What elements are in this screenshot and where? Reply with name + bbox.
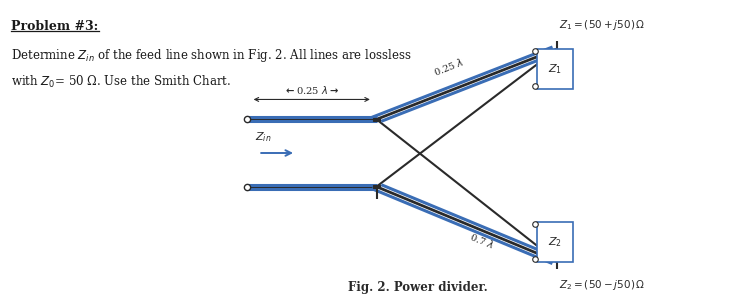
Text: $Z_{in}$: $Z_{in}$ [255,131,271,144]
Text: Fig. 2. Power divider.: Fig. 2. Power divider. [348,282,488,294]
Text: $Z_1 = (50 + j50)\,\Omega$: $Z_1 = (50 + j50)\,\Omega$ [559,18,645,32]
Text: $\mathbf{\leftarrow}$0.25 $\lambda\mathbf{\rightarrow}$: $\mathbf{\leftarrow}$0.25 $\lambda\mathb… [284,84,340,96]
Text: with $Z_0$= 50 Ω. Use the Smith Chart.: with $Z_0$= 50 Ω. Use the Smith Chart. [11,73,230,90]
Bar [373,118,380,121]
Bar [538,222,574,262]
Bar [373,185,380,188]
Text: Problem #3:: Problem #3: [11,20,98,33]
Text: $Z_2 = (50 - j50)\,\Omega$: $Z_2 = (50 - j50)\,\Omega$ [559,278,645,293]
Bar [538,49,574,89]
Text: Determine $Z_{in}$ of the feed line shown in Fig. 2. All lines are lossless: Determine $Z_{in}$ of the feed line show… [11,47,411,65]
Text: 0.7 $\lambda$: 0.7 $\lambda$ [468,230,496,251]
Text: 0.25 $\lambda$: 0.25 $\lambda$ [431,55,465,78]
Text: $Z_2$: $Z_2$ [548,235,562,249]
Text: $Z_1$: $Z_1$ [548,62,562,76]
